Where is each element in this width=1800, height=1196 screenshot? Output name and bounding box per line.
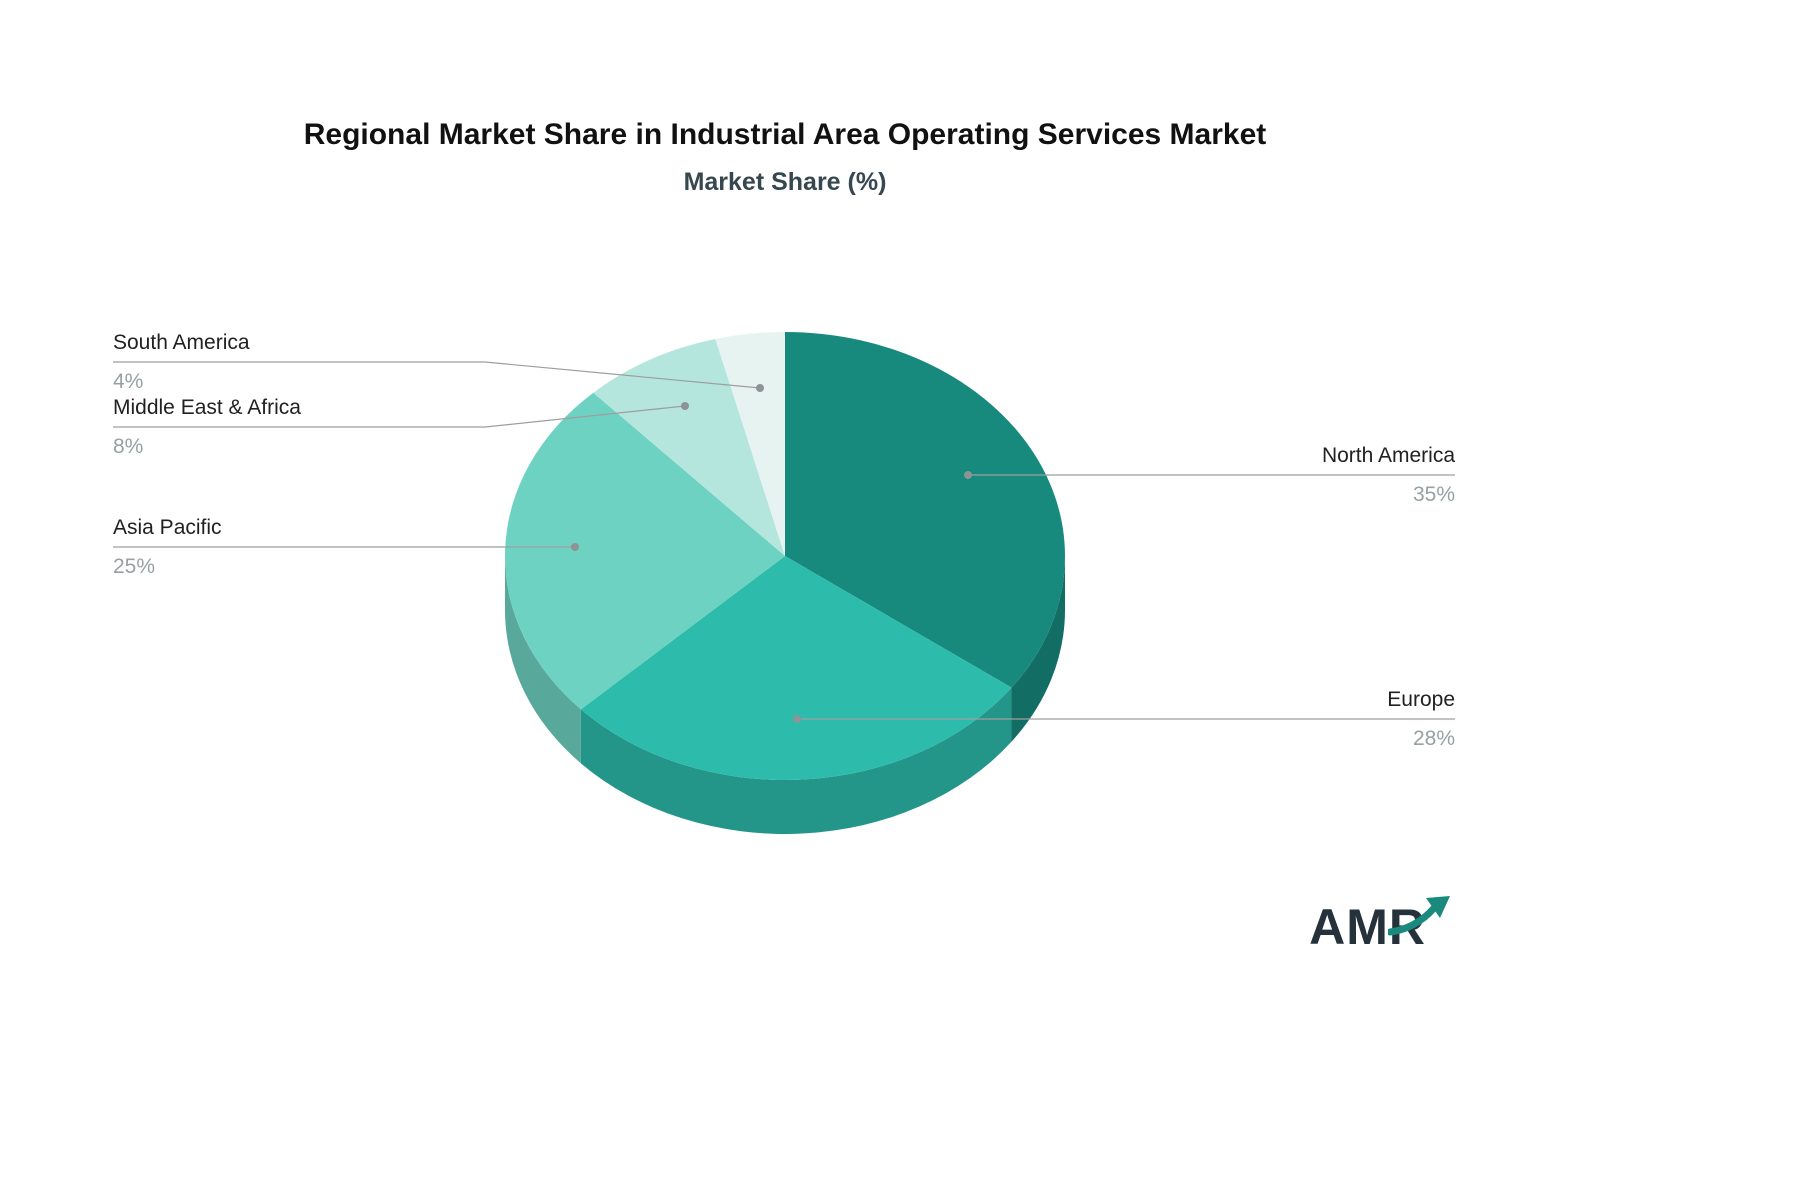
slice-value-middle-east-africa: 8% xyxy=(113,435,144,458)
slice-value-south-america: 4% xyxy=(113,370,144,393)
slice-value-europe: 28% xyxy=(1412,727,1455,750)
chart-subtitle: Market Share (%) xyxy=(683,168,887,196)
amr-logo-arrow-icon xyxy=(1388,896,1450,936)
label-europe: Europe 28% xyxy=(1387,686,1455,753)
label-asia-pacific: Asia Pacific 25% xyxy=(113,514,222,581)
label-north-america: North America 35% xyxy=(1322,442,1455,509)
label-south-america: South America 4% xyxy=(113,329,250,396)
slice-label-north-america: North America xyxy=(1321,444,1455,467)
label-middle-east-africa: Middle East & Africa 8% xyxy=(113,394,301,461)
chart-title: Regional Market Share in Industrial Area… xyxy=(303,118,1267,151)
slice-label-south-america: South America xyxy=(113,331,250,354)
slice-label-middle-east-africa: Middle East & Africa xyxy=(113,396,301,419)
slice-label-asia-pacific: Asia Pacific xyxy=(113,516,222,539)
slice-value-north-america: 35% xyxy=(1412,483,1455,506)
amr-logo: AMR xyxy=(1309,896,1450,956)
slice-label-europe: Europe xyxy=(1387,688,1455,711)
slice-value-asia-pacific: 25% xyxy=(113,555,156,578)
